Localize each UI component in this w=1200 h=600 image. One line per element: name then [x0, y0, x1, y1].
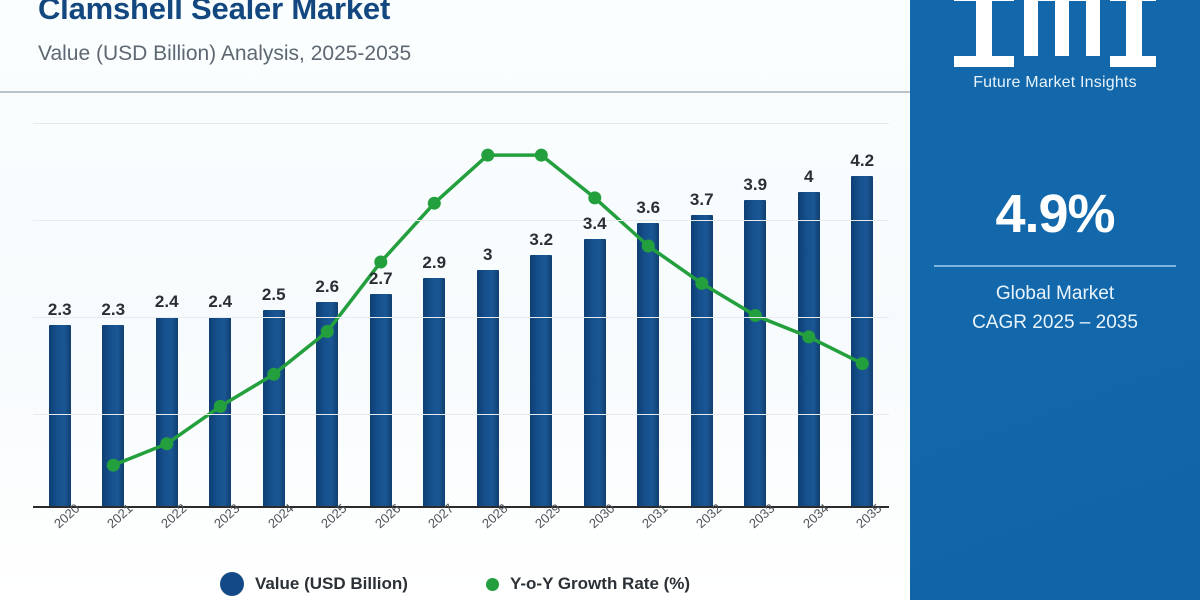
bar[interactable] [48, 325, 71, 506]
bar-value-label: 4 [804, 166, 814, 186]
gridline [33, 317, 889, 319]
table-row[interactable] [797, 191, 820, 506]
fmi-logo-icon [910, 0, 1200, 72]
bar[interactable] [209, 317, 232, 506]
bar-value-label: 2.3 [101, 300, 126, 320]
bar[interactable] [369, 293, 392, 506]
bar-value-label: 3.7 [689, 190, 714, 210]
table-row[interactable] [209, 317, 232, 506]
gridline [33, 123, 889, 124]
table-row[interactable] [369, 293, 392, 506]
bar[interactable] [262, 309, 285, 506]
bar-value-label: 2.5 [261, 284, 286, 304]
table-row[interactable] [690, 215, 713, 506]
header-divider [0, 91, 910, 93]
cagr-caption-line2: CAGR 2025 – 2035 [972, 312, 1138, 333]
bar-value-label: 2.6 [315, 276, 340, 296]
legend-swatch-icon [485, 577, 499, 591]
table-row[interactable] [155, 317, 178, 506]
table-row[interactable] [102, 325, 125, 506]
bar[interactable] [155, 317, 178, 506]
bar-value-label: 2.4 [208, 292, 233, 312]
bar-value-label: 2.4 [154, 292, 179, 312]
fmi-logo-glyph [954, 0, 1156, 67]
chart-panel: Clamshell Sealer Market Value (USD Billi… [0, 0, 910, 600]
bar[interactable] [316, 301, 339, 506]
chart-header: Clamshell Sealer Market Value (USD Billi… [0, 0, 910, 93]
table-row[interactable] [637, 223, 660, 506]
page-title: Clamshell Sealer Market [38, 0, 391, 26]
bar-value-label: 2.9 [422, 253, 447, 273]
table-row[interactable] [262, 309, 285, 506]
table-row[interactable] [851, 176, 874, 506]
logo: Future Market Insights [910, 0, 1200, 92]
logo-tagline: Future Market Insights [973, 74, 1137, 91]
legend-label: Y-o-Y Growth Rate (%) [509, 574, 691, 593]
bar[interactable] [476, 270, 499, 506]
legend-label: Value (USD Billion) [254, 574, 408, 593]
table-row[interactable] [48, 325, 71, 506]
table-row[interactable] [530, 254, 553, 506]
table-row[interactable] [476, 270, 499, 506]
bar-value-label: 4.2 [850, 151, 875, 170]
bar[interactable] [530, 254, 553, 506]
bar-value-label: 2.7 [368, 268, 393, 288]
cagr-divider [934, 265, 1176, 267]
table-row[interactable] [744, 199, 767, 506]
cagr-value: 4.9% [995, 184, 1115, 244]
legend-item[interactable]: Y-o-Y Growth Rate (%) [485, 574, 691, 594]
bar[interactable] [637, 223, 660, 506]
brand-panel: Future Market Insights 4.9% Global Marke… [910, 0, 1200, 600]
legend-item[interactable]: Value (USD Billion) [219, 572, 408, 596]
x-axis-line [33, 506, 889, 508]
bar[interactable] [690, 215, 713, 506]
bar[interactable] [102, 325, 125, 506]
bar[interactable] [851, 176, 874, 506]
bar-value-label: 3.9 [743, 174, 768, 194]
table-row[interactable] [423, 278, 446, 506]
cagr-caption-line1: Global Market [995, 283, 1115, 304]
table-row[interactable] [583, 238, 606, 506]
chart-legend: Value (USD Billion) Y-o-Y Growth Rate (%) [0, 572, 910, 596]
bar-value-label: 3.2 [529, 229, 554, 249]
bar[interactable] [583, 238, 606, 506]
bar[interactable] [797, 191, 820, 506]
plot-area [33, 123, 889, 508]
bar-value-label: 2.3 [47, 300, 72, 320]
table-row[interactable] [316, 301, 339, 506]
page-subtitle: Value (USD Billion) Analysis, 2025-2035 [38, 42, 412, 65]
bar[interactable] [423, 278, 446, 506]
bar-value-label: 3.6 [636, 198, 661, 218]
gridline [33, 414, 889, 416]
bar-value-label: 3 [483, 245, 493, 265]
bar[interactable] [744, 199, 767, 506]
gridline [33, 220, 889, 222]
legend-swatch-icon [219, 572, 244, 596]
bar-value-label: 3.4 [582, 213, 607, 233]
